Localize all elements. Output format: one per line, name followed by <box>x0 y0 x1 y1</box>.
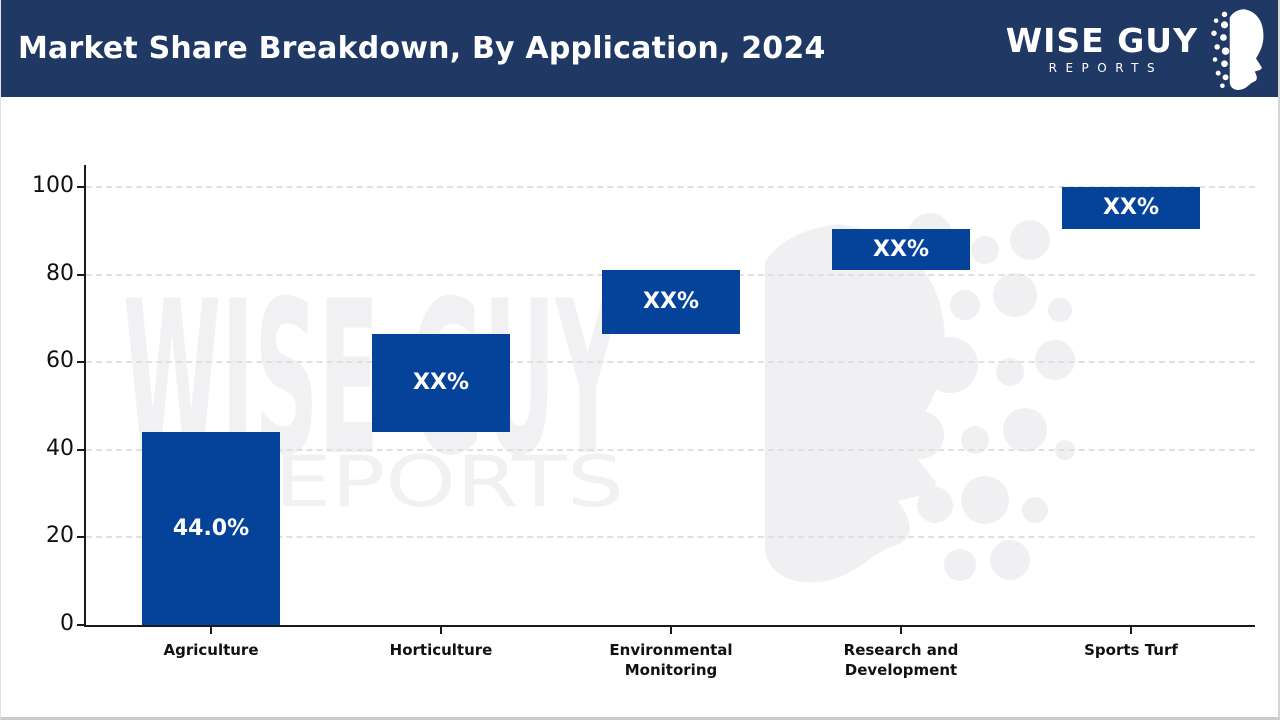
bar-value-label-sports-turf: XX% <box>1103 195 1159 221</box>
y-tick-40 <box>77 448 84 451</box>
category-label-research-and-development: Research and Development <box>791 640 1011 681</box>
bar-agriculture: 44.0% <box>142 432 280 625</box>
x-tick-agriculture <box>210 627 212 634</box>
brand-logo-line1: WISE GUY <box>1005 20 1198 60</box>
bar-value-label-environmental-monitoring: XX% <box>643 289 699 315</box>
brand-logo: WISE GUY REPORTS <box>1006 7 1280 91</box>
category-label-line: Agriculture <box>163 641 259 659</box>
gridline-40 <box>86 448 1255 451</box>
bar-environmental-monitoring: XX% <box>602 270 740 334</box>
y-tick-label-80: 80 <box>46 260 74 286</box>
bar-research-and-development: XX% <box>832 228 970 271</box>
category-label-environmental-monitoring: Environmental Monitoring <box>561 640 781 681</box>
bar-value-label-horticulture: XX% <box>413 370 469 396</box>
y-tick-label-100: 100 <box>32 173 74 198</box>
x-axis-spine <box>84 625 1255 627</box>
gridline-20 <box>86 536 1255 539</box>
header-bar: Market Share Breakdown, By Application, … <box>0 0 1280 97</box>
gridline-100 <box>86 186 1255 188</box>
bar-sports-turf: XX% <box>1062 187 1200 229</box>
y-tick-0 <box>77 624 84 626</box>
category-label-line: Environmental <box>609 641 733 659</box>
bar-horticulture: XX% <box>372 333 510 433</box>
category-label-line: Horticulture <box>389 641 493 659</box>
y-tick-60 <box>77 361 84 364</box>
watermark-line2: REPORTS <box>212 441 624 523</box>
y-axis-spine <box>84 165 86 627</box>
chart-title: Market Share Breakdown, By Application, … <box>18 31 826 66</box>
y-tick-label-60: 60 <box>46 348 74 374</box>
y-tick-100 <box>77 186 84 188</box>
watermark-face-icon <box>765 213 1075 583</box>
background-watermark: WISE GUY REPORTS <box>123 213 1075 583</box>
category-label-horticulture: Horticulture <box>331 640 551 660</box>
y-tick-label-40: 40 <box>46 435 74 461</box>
category-label-line: Sports Turf <box>1084 641 1178 659</box>
y-tick-80 <box>77 273 84 276</box>
y-tick-label-20: 20 <box>46 523 74 549</box>
bar-value-label-agriculture: 44.0% <box>172 516 250 542</box>
brand-face-icon <box>1211 8 1264 90</box>
y-tick-20 <box>77 536 84 539</box>
category-label-agriculture: Agriculture <box>101 640 321 660</box>
y-tick-label-0: 0 <box>60 611 74 636</box>
brand-logo-text: WISE GUY REPORTS <box>1006 24 1198 74</box>
category-label-line: Monitoring <box>624 661 718 680</box>
bar-value-label-research-and-development: XX% <box>873 236 929 262</box>
brand-logo-line2: REPORTS <box>1048 60 1164 75</box>
category-label-sports-turf: Sports Turf <box>1021 640 1241 660</box>
x-tick-environmental-monitoring <box>670 627 672 634</box>
gridline-60 <box>86 361 1255 364</box>
x-tick-research-and-development <box>900 627 902 634</box>
x-tick-horticulture <box>440 627 442 634</box>
x-tick-sports-turf <box>1130 627 1132 634</box>
category-label-line: Development <box>844 661 958 680</box>
category-label-line: Research and <box>843 641 959 659</box>
